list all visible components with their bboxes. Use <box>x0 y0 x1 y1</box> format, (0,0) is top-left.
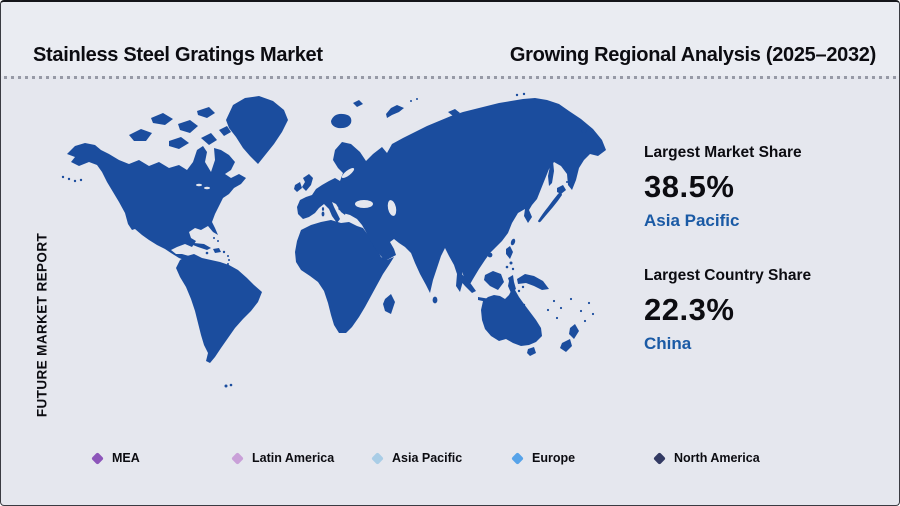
stat-region: Asia Pacific <box>644 211 740 230</box>
legend-label: North America <box>674 451 760 465</box>
diamond-marker-icon <box>371 451 384 465</box>
continent-eurasia <box>297 98 606 293</box>
mediterranean-islands <box>321 207 363 228</box>
caspian-sea <box>387 200 397 216</box>
russian-arctic-islands <box>353 92 587 133</box>
philippines <box>505 246 515 271</box>
australia <box>481 289 542 346</box>
sri-lanka <box>432 296 438 304</box>
stat-region: China <box>644 334 692 353</box>
legend-label: Asia Pacific <box>392 451 463 465</box>
legend-item-north-america: North America <box>653 451 760 465</box>
legend-item-europe: Europe <box>511 451 576 465</box>
taiwan <box>510 238 516 246</box>
page-title: Stainless Steel Gratings Market <box>33 44 323 66</box>
inland-seas <box>196 167 397 216</box>
hokkaido <box>557 185 566 194</box>
diamond-marker-icon <box>91 451 104 465</box>
iceland <box>331 113 352 129</box>
legend-label: MEA <box>112 451 140 465</box>
sakhalin <box>548 161 554 186</box>
continent-africa <box>295 220 394 333</box>
new-zealand <box>560 324 579 352</box>
japan <box>538 191 562 223</box>
stat-label: Largest Country Share <box>644 267 812 284</box>
great-lakes <box>196 183 202 187</box>
ireland <box>294 182 302 192</box>
tasmania <box>527 347 536 356</box>
caribbean-islands <box>193 237 230 265</box>
stat-value: 22.3% <box>644 292 735 327</box>
new-guinea <box>517 274 549 290</box>
legend-label: Europe <box>532 451 576 465</box>
diamond-marker-icon <box>511 451 524 465</box>
falkland-islands <box>224 383 233 388</box>
kuril-islands <box>566 176 571 183</box>
aleutian-islands <box>61 175 83 183</box>
stats-panel: Largest Market Share 38.5% Asia Pacific … <box>644 144 889 354</box>
great-lakes-2 <box>204 186 210 190</box>
legend-label: Latin America <box>252 451 335 465</box>
pacific-islands <box>546 297 595 323</box>
continent-south-america <box>176 254 262 363</box>
stat-largest-country-share: Largest Country Share 22.3% China <box>644 267 889 354</box>
dotted-divider <box>4 76 896 79</box>
legend-item-mea: MEA <box>91 451 140 465</box>
black-sea <box>355 200 373 208</box>
header-subtitle: Growing Regional Analysis (2025–2032) <box>509 44 876 66</box>
stat-value: 38.5% <box>644 169 735 204</box>
legend: MEA Latin America Asia Pacific Europe No… <box>1 451 899 469</box>
legend-item-asia-pacific: Asia Pacific <box>371 451 463 465</box>
header: Stainless Steel Gratings Market Growing … <box>1 2 899 76</box>
world-map-landmasses <box>61 92 606 388</box>
hainan <box>487 252 493 258</box>
stat-largest-market-share: Largest Market Share 38.5% Asia Pacific <box>644 144 889 231</box>
diamond-marker-icon <box>653 451 666 465</box>
greenland <box>226 96 288 164</box>
baltic-sea <box>341 167 355 179</box>
stat-label: Largest Market Share <box>644 144 802 161</box>
madagascar <box>383 294 395 314</box>
diamond-marker-icon <box>231 451 244 465</box>
great-britain <box>302 174 313 191</box>
continent-north-america <box>67 143 246 261</box>
arctic-archipelago <box>129 107 231 149</box>
legend-item-latin-america: Latin America <box>231 451 335 465</box>
